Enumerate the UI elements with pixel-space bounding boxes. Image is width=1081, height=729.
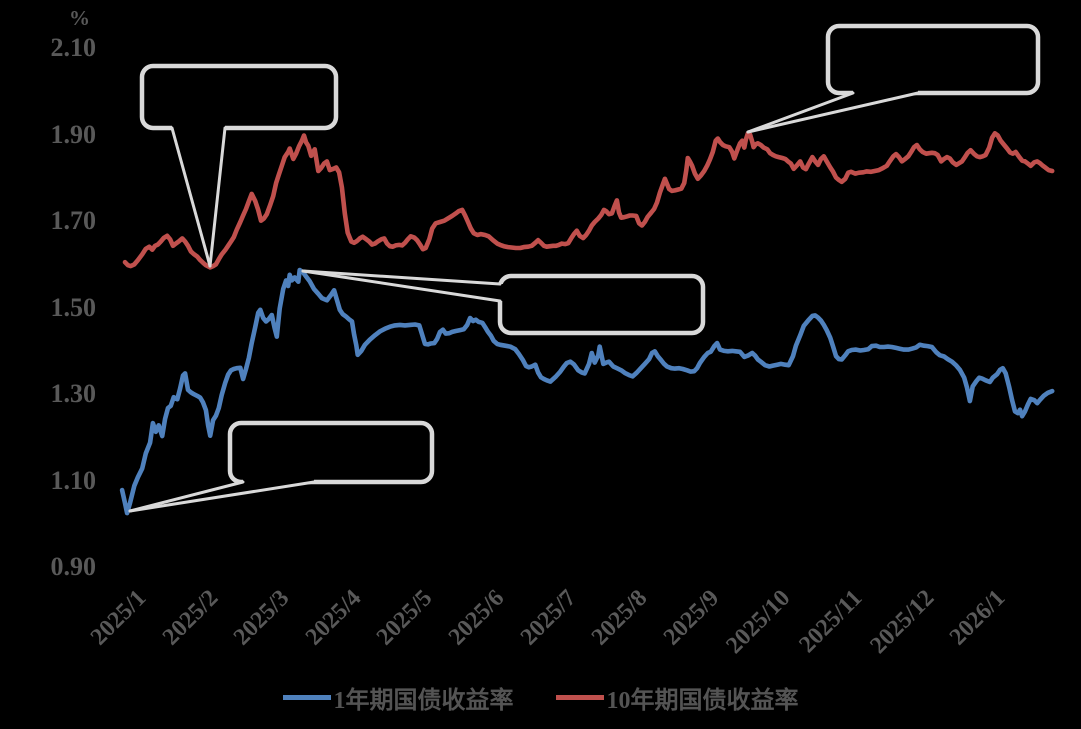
callout-tail-line	[208, 126, 227, 268]
callout-tail-line	[128, 480, 245, 513]
series-line-0	[119, 267, 1055, 516]
callout-tail-line	[301, 269, 502, 286]
y-tick-label: 2.10	[50, 33, 97, 62]
callout-tail-line	[128, 480, 316, 513]
y-axis-unit-label: %	[69, 6, 90, 30]
callout-box	[825, 23, 1041, 96]
callout-tail-line	[170, 126, 212, 268]
y-tick-label: 1.50	[50, 292, 97, 322]
y-tick-label: 1.30	[50, 379, 97, 408]
y-tick-label: 1.10	[50, 465, 97, 495]
series-line-1	[122, 131, 1055, 270]
y-tick-label: 0.90	[50, 552, 97, 581]
y-tick-label: 1.90	[50, 119, 97, 149]
callout-box	[139, 63, 339, 131]
legend-item-0: 1年期国债收益率	[282, 680, 514, 715]
legend-label: 1年期国债收益率	[333, 688, 514, 714]
y-tick-label: 1.70	[50, 206, 97, 235]
legend-line-swatch	[555, 695, 604, 700]
callout-tail-fill	[172, 118, 225, 266]
callout-0	[139, 63, 339, 268]
callout-3	[128, 420, 435, 513]
callout-tail-fill	[130, 472, 314, 511]
callout-tail-line	[746, 91, 920, 134]
legend-label: 10年期国债收益率	[606, 688, 799, 714]
callout-2	[301, 269, 706, 336]
callout-box	[497, 273, 706, 336]
legend-item-1: 10年期国债收益率	[555, 680, 799, 715]
callout-tail-line	[746, 91, 855, 134]
legend: 1年期国债收益率 10年期国债收益率	[0, 680, 1081, 715]
callout-tail-line	[301, 269, 502, 303]
callout-1	[746, 23, 1041, 134]
callout-box	[227, 420, 435, 485]
callout-tail-fill	[748, 83, 918, 132]
legend-line-swatch	[282, 695, 331, 700]
